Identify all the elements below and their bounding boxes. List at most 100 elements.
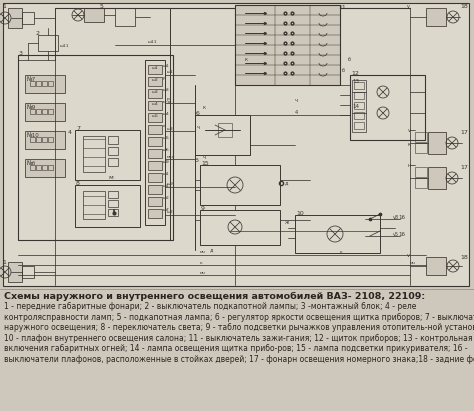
- Text: мч: мч: [200, 271, 206, 275]
- Text: ш11: ш11: [148, 40, 157, 44]
- Bar: [148, 161, 162, 170]
- Text: к: к: [200, 261, 202, 265]
- Text: н: н: [408, 163, 411, 168]
- Text: ш2: ш2: [167, 210, 174, 214]
- Text: ш2: ш2: [163, 196, 170, 200]
- Bar: [148, 197, 162, 206]
- Text: 17: 17: [460, 165, 468, 170]
- Text: 18: 18: [460, 4, 468, 9]
- Text: ш4: ш4: [163, 112, 170, 116]
- Bar: [84, 8, 104, 22]
- Bar: [148, 125, 162, 134]
- Bar: [426, 8, 446, 26]
- Bar: [48, 137, 53, 142]
- Bar: [42, 109, 47, 114]
- Text: ш1: ш1: [167, 70, 174, 74]
- Bar: [415, 178, 427, 188]
- Text: 8: 8: [76, 181, 80, 186]
- Text: ш1: ш1: [163, 64, 170, 68]
- Bar: [83, 136, 105, 172]
- Text: ч: ч: [197, 125, 200, 130]
- Text: 6: 6: [196, 111, 200, 116]
- Text: 14: 14: [352, 104, 359, 109]
- Text: ш3: ш3: [152, 90, 159, 94]
- Bar: [148, 113, 162, 122]
- Text: 4: 4: [68, 130, 72, 135]
- Text: р: р: [167, 97, 170, 101]
- Text: v5: v5: [393, 232, 399, 237]
- Text: наружного освещения; 8 - переключатель света; 9 - табло подсветки рычажков управ: наружного освещения; 8 - переключатель с…: [4, 323, 474, 332]
- Text: 10: 10: [296, 211, 304, 216]
- Text: 2: 2: [36, 31, 40, 36]
- Bar: [235, 5, 340, 85]
- Text: №10: №10: [27, 133, 40, 138]
- Bar: [145, 60, 165, 225]
- Text: б: б: [195, 158, 199, 163]
- Text: 17: 17: [460, 130, 468, 135]
- Bar: [354, 112, 364, 119]
- Bar: [8, 262, 22, 282]
- Bar: [148, 77, 162, 86]
- Text: 3: 3: [19, 51, 23, 56]
- Text: v: v: [408, 128, 411, 133]
- Text: мч: мч: [200, 250, 206, 254]
- Text: ш11: ш11: [60, 44, 70, 48]
- Text: 4: 4: [295, 110, 298, 115]
- Bar: [354, 122, 364, 129]
- Bar: [350, 75, 425, 140]
- Text: v: v: [407, 4, 410, 9]
- Bar: [415, 167, 427, 177]
- Text: ш1: ш1: [163, 172, 170, 176]
- Bar: [22, 12, 34, 24]
- Bar: [48, 81, 53, 86]
- Bar: [75, 185, 140, 227]
- Bar: [148, 101, 162, 110]
- Bar: [108, 200, 118, 207]
- Text: ш5: ш5: [152, 114, 159, 118]
- Text: д: д: [285, 180, 288, 185]
- Bar: [30, 137, 35, 142]
- Text: ш4: ш4: [152, 102, 159, 106]
- Bar: [354, 92, 364, 99]
- Text: б: б: [348, 57, 351, 62]
- Text: 12: 12: [351, 71, 359, 76]
- Text: 16: 16: [398, 232, 405, 237]
- Bar: [75, 130, 140, 180]
- Text: ш9: ш9: [167, 182, 174, 186]
- Bar: [148, 149, 162, 158]
- Bar: [25, 159, 65, 177]
- Bar: [30, 165, 35, 170]
- Text: б: б: [342, 68, 345, 73]
- Text: ш7: ш7: [163, 208, 170, 212]
- Bar: [25, 75, 65, 93]
- Bar: [148, 89, 162, 98]
- Bar: [48, 109, 53, 114]
- Text: №б: №б: [27, 161, 36, 166]
- Text: к: к: [408, 142, 411, 147]
- Bar: [148, 185, 162, 194]
- Text: 10 - плафон внутреннего освещения салона; 11 - выключатель зажи-гания; 12 - щито: 10 - плафон внутреннего освещения салона…: [4, 333, 474, 342]
- Bar: [148, 137, 162, 146]
- Text: 5: 5: [100, 4, 104, 9]
- Text: v: v: [407, 253, 410, 258]
- Text: №7: №7: [27, 77, 36, 82]
- Text: к: к: [203, 105, 206, 110]
- Text: ч: ч: [203, 155, 206, 160]
- Bar: [415, 132, 427, 142]
- Text: мч: мч: [410, 261, 416, 265]
- Bar: [148, 65, 162, 74]
- Bar: [354, 82, 364, 89]
- Text: к: к: [340, 250, 343, 254]
- Text: ш11: ш11: [163, 184, 173, 188]
- Bar: [115, 8, 135, 26]
- Text: 11: 11: [338, 5, 346, 10]
- Text: м: м: [108, 175, 113, 180]
- Bar: [0, 289, 474, 411]
- Text: включения габаритных огней; 14 - лампа освещения щитка прибо-ров; 15 - лампа под: включения габаритных огней; 14 - лампа о…: [4, 344, 468, 353]
- Bar: [428, 167, 446, 189]
- Bar: [428, 132, 446, 154]
- Text: выключатели плафонов, расположенные в стойках дверей; 17 - фонарн освещения номе: выключатели плафонов, расположенные в ст…: [4, 355, 474, 363]
- Text: ш3: ш3: [167, 127, 174, 131]
- Text: д: д: [210, 247, 213, 252]
- Text: №9: №9: [27, 105, 36, 110]
